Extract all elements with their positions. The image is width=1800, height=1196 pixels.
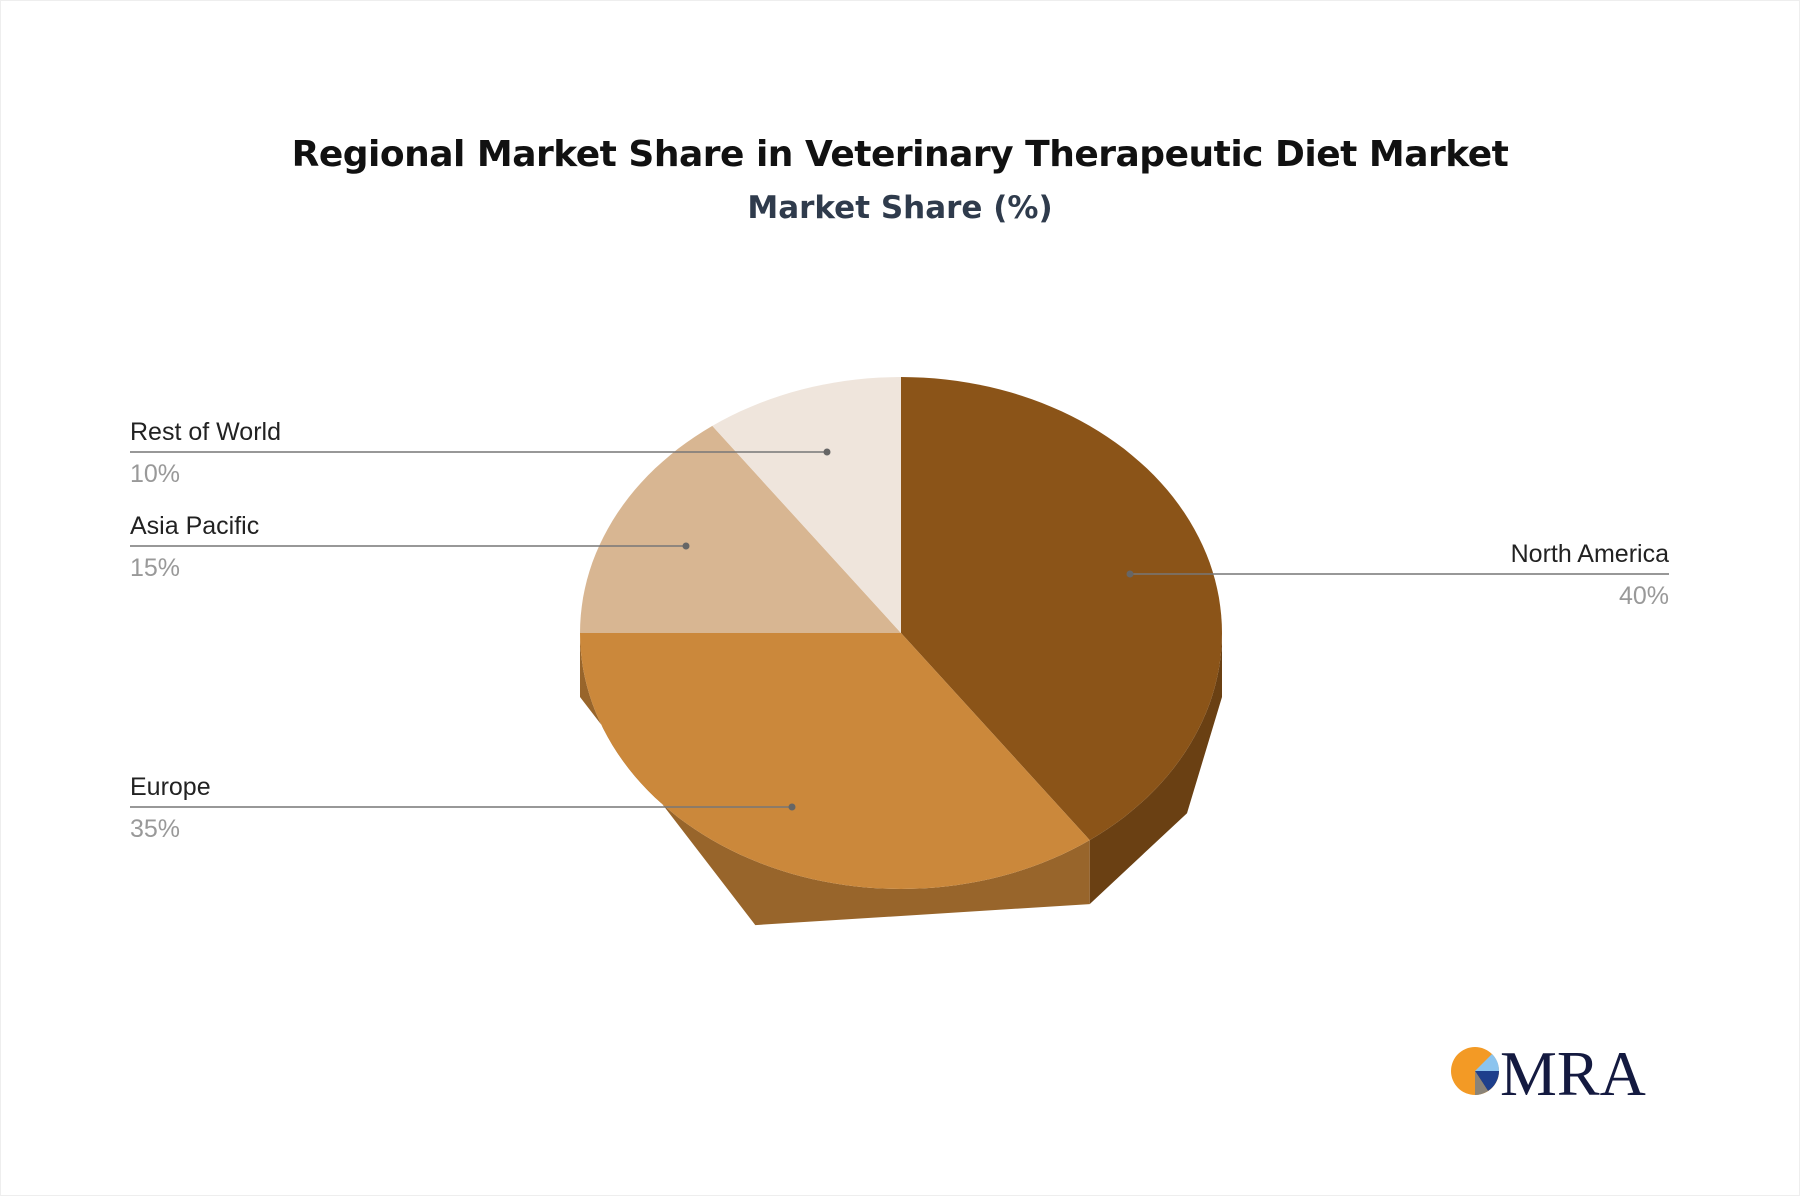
chart-title: Regional Market Share in Veterinary Ther… xyxy=(291,134,1509,175)
leader-dot-europe xyxy=(788,803,796,811)
leader-dot-asia-pacific xyxy=(682,542,690,550)
slice-value-north-america: 40% xyxy=(1619,582,1669,610)
chart-subtitle: Market Share (%) xyxy=(747,190,1053,226)
pie-side-europe xyxy=(580,633,1090,926)
pie-slice-asia-pacific[interactable] xyxy=(580,425,901,633)
pie-side-north-america xyxy=(1089,633,1222,905)
leader-dot-rest-of-world xyxy=(823,448,831,456)
pie-slice-north-america[interactable] xyxy=(901,377,1222,841)
slice-label-europe: Europe xyxy=(130,773,211,801)
pie-slice-europe[interactable] xyxy=(580,633,1090,889)
slice-value-europe: 35% xyxy=(130,815,180,843)
slice-value-asia-pacific: 15% xyxy=(130,554,180,582)
leader-dot-north-america xyxy=(1126,570,1134,578)
slice-label-asia-pacific: Asia Pacific xyxy=(130,512,259,540)
slice-value-rest-of-world: 10% xyxy=(130,460,180,488)
pie-slice-rest-of-world[interactable] xyxy=(712,377,901,633)
slice-label-rest-of-world: Rest of World xyxy=(130,418,281,446)
slice-label-north-america: North America xyxy=(1511,540,1669,568)
